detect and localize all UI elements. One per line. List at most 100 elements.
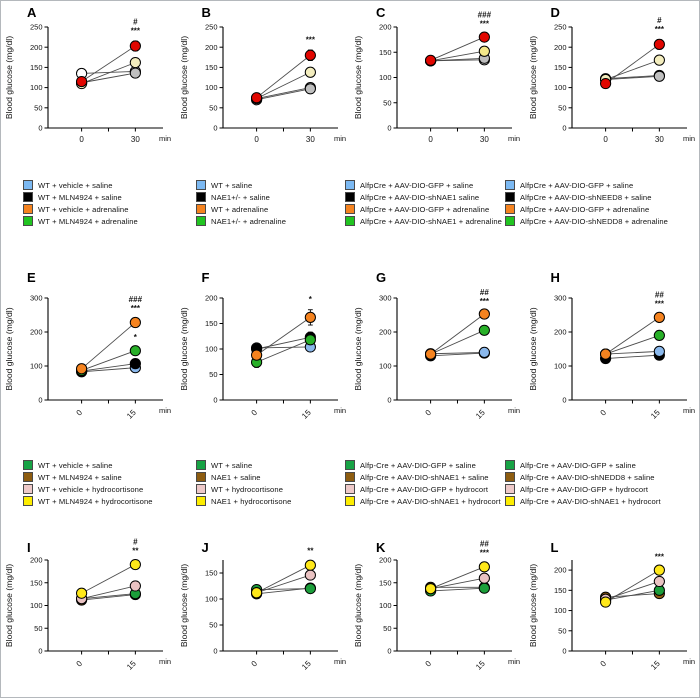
svg-text:200: 200 [553, 566, 566, 575]
legend-item: AlfpCre + AAV-DIO-shNAE1 + adrenaline [345, 216, 502, 226]
panel-A: A 0 50 100 150 200 250 0 30 min Blood glucose (mg… [1, 1, 176, 166]
svg-text:**: ** [132, 546, 139, 555]
svg-text:**: ** [307, 547, 314, 556]
svg-text:150: 150 [553, 63, 566, 72]
panel-H-label: H [550, 270, 560, 285]
legend-swatch [196, 216, 206, 226]
legend-group: AlfpCre + AAV-DIO-GFP + saline AlfpCre + … [505, 180, 668, 228]
svg-text:min: min [334, 657, 346, 666]
legend-item: NAE1+/- + saline [196, 192, 286, 202]
legend-item: NAE1 + hydrocortisone [196, 496, 291, 506]
legend-swatch [23, 192, 33, 202]
svg-text:30: 30 [305, 135, 314, 144]
svg-text:Blood glucose (mg/dl): Blood glucose (mg/dl) [528, 36, 538, 119]
svg-text:***: *** [480, 297, 490, 306]
legend-item: WT + MLN4924 + hydrocortisone [23, 496, 153, 506]
panel-I: I 0 50 100 150 200 0 15 min Blood glucose (mg/dl… [1, 536, 176, 697]
legend-swatch [345, 484, 355, 494]
legend-swatch [23, 484, 33, 494]
panel-B: B 0 50 100 150 200 250 0 30 min Blood glucose (mg… [176, 1, 351, 166]
panel-B-chart: 0 50 100 150 200 250 0 30 min Blood glucose (mg/d… [179, 23, 346, 144]
svg-text:50: 50 [558, 626, 566, 635]
svg-text:150: 150 [204, 569, 217, 578]
svg-text:min: min [508, 406, 520, 415]
svg-text:100: 100 [204, 595, 217, 604]
svg-text:300: 300 [379, 294, 392, 303]
legend-item: Alfp-Cre + AAV-DIO-shNAE1 + hydrocort [345, 496, 501, 506]
svg-text:#: # [133, 18, 138, 27]
svg-text:0: 0 [249, 408, 259, 418]
legend-item: WT + saline [196, 180, 286, 190]
legend-item: NAE1 + saline [196, 472, 291, 482]
svg-text:15: 15 [474, 408, 487, 421]
svg-text:150: 150 [30, 578, 43, 587]
panel-G-chart: 0 100 200 300 0 15 min Blood glucose (mg/dl) ***… [353, 288, 520, 421]
legend-item: Alfp-Cre + AAV-DIO-shNEDD8 + saline [505, 472, 661, 482]
panel-D-label: D [550, 5, 560, 20]
legend-group: WT + saline NAE1 + saline WT + hydrocortis… [196, 460, 291, 508]
svg-text:0: 0 [38, 396, 42, 405]
svg-text:Blood glucose (mg/dl): Blood glucose (mg/dl) [528, 307, 538, 390]
svg-text:***: *** [480, 549, 490, 558]
svg-text:150: 150 [30, 63, 43, 72]
svg-text:Blood glucose (mg/dl): Blood glucose (mg/dl) [4, 36, 14, 119]
legend-swatch [505, 460, 515, 470]
svg-text:30: 30 [654, 135, 663, 144]
panel-K: K 0 50 100 150 200 0 15 min Blood glucose (mg/dl… [350, 536, 525, 697]
svg-text:min: min [334, 406, 346, 415]
svg-text:0: 0 [38, 124, 42, 133]
legend-label: Alfp-Cre + AAV-DIO-shNAE1 + saline [360, 472, 489, 482]
svg-text:15: 15 [649, 408, 662, 421]
panel-L: L 0 50 100 150 200 0 15 min Blood glucose (mg/dl… [525, 536, 700, 697]
legend-swatch [505, 216, 515, 226]
legend-swatch [345, 180, 355, 190]
svg-text:Blood glucose (mg/dl): Blood glucose (mg/dl) [4, 564, 14, 647]
svg-text:150: 150 [379, 578, 392, 587]
svg-text:###: ### [478, 11, 492, 20]
svg-text:0: 0 [254, 135, 259, 144]
legend-item: WT + adrenaline [196, 204, 286, 214]
legend-item: Alfp-Cre + AAV-DIO-GFP + saline [345, 460, 501, 470]
svg-text:150: 150 [204, 63, 217, 72]
legend-swatch [196, 496, 206, 506]
svg-text:0: 0 [79, 135, 84, 144]
svg-text:30: 30 [480, 135, 489, 144]
legend-item: Alfp-Cre + AAV-DIO-GFP + hydrocort [345, 484, 501, 494]
panel-L-label: L [550, 540, 559, 555]
legend-label: AlfpCre + AAV-DIO-GFP + adrenaline [520, 204, 650, 214]
legend-row-adrenaline: WT + vehicle + saline WT + MLN4924 + sali… [1, 166, 699, 266]
legend-label: Alfp-Cre + AAV-DIO-GFP + saline [360, 460, 476, 470]
svg-text:Blood glucose (mg/dl): Blood glucose (mg/dl) [179, 564, 189, 647]
panel-C: C 0 50 100 150 200 0 30 min Blood glucose (mg/dl… [350, 1, 525, 166]
svg-text:100: 100 [553, 362, 566, 371]
svg-text:0: 0 [562, 396, 566, 405]
legend-label: WT + MLN4924 + hydrocortisone [38, 496, 153, 506]
svg-text:***: *** [131, 304, 141, 313]
svg-text:50: 50 [209, 370, 217, 379]
svg-text:Blood glucose (mg/dl): Blood glucose (mg/dl) [528, 564, 538, 647]
legend-swatch [196, 204, 206, 214]
svg-text:150: 150 [553, 586, 566, 595]
legend-label: WT + saline [211, 460, 253, 470]
legend-swatch [23, 460, 33, 470]
legend-swatch [505, 180, 515, 190]
legend-swatch [23, 496, 33, 506]
svg-text:100: 100 [30, 601, 43, 610]
svg-text:***: *** [480, 20, 490, 29]
svg-text:150: 150 [204, 319, 217, 328]
svg-text:200: 200 [553, 43, 566, 52]
legend-item: Alfp-Cre + AAV-DIO-shNAE1 + saline [345, 472, 501, 482]
svg-text:#: # [133, 537, 138, 546]
legend-label: WT + saline [211, 180, 253, 190]
panel-I-label: I [27, 540, 31, 555]
legend-group: Alfp-Cre + AAV-DIO-GFP + saline Alfp-Cre … [505, 460, 661, 508]
legend-swatch [196, 484, 206, 494]
panel-I-chart: 0 50 100 150 200 0 15 min Blood glucose (mg/dl) *… [4, 537, 171, 671]
svg-text:0: 0 [38, 647, 42, 656]
svg-text:0: 0 [424, 408, 434, 418]
legend-swatch [196, 192, 206, 202]
legend-label: AlfpCre + AAV-DIO-GFP + saline [360, 180, 474, 190]
panel-F-label: F [201, 270, 210, 285]
svg-text:0: 0 [562, 647, 566, 656]
